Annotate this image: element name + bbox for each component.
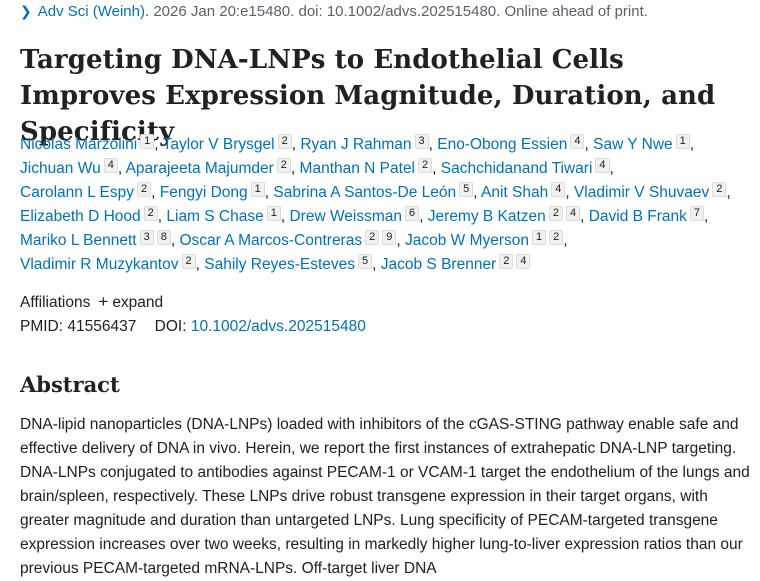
author-name-link[interactable]: Carolann L Espy <box>20 184 135 201</box>
author-name-link[interactable]: Vladimir V Shuvaev <box>573 184 710 201</box>
affiliation-number[interactable]: 2 <box>276 158 291 173</box>
author-item: Aparajeeta Majumder 2, <box>125 158 296 177</box>
pmid-value: 41556437 <box>67 318 137 335</box>
author-item: Saw Y Nwe 1, <box>593 134 695 153</box>
author-name-link[interactable]: Saw Y Nwe <box>593 136 673 153</box>
author-item: Mariko L Bennett 3 8, <box>20 230 176 249</box>
author-name-link[interactable]: Taylor V Brysgel <box>162 136 275 153</box>
affiliation-number[interactable]: 2 <box>549 230 564 245</box>
affiliation-number[interactable]: 3 <box>139 230 154 245</box>
pmid-label: PMID: <box>20 318 64 335</box>
affiliation-number[interactable]: 2 <box>499 254 514 269</box>
affiliation-number[interactable]: 7 <box>689 206 705 221</box>
author-item: Vladimir R Muzykantov 2, <box>20 254 200 273</box>
author-list: Nicolas Marzolini 1, Taylor V Brysgel 2, R… <box>20 133 750 277</box>
identifiers-row: PMID: 41556437 DOI: 10.1002/advs.2025154… <box>20 318 366 336</box>
author-name-link[interactable]: Nicolas Marzolini <box>20 136 138 153</box>
author-name-link[interactable]: Vladimir R Muzykantov <box>20 256 179 273</box>
affiliation-number[interactable]: 6 <box>405 206 420 221</box>
affiliation-number[interactable]: 2 <box>712 182 727 197</box>
author-item: Sahily Reyes-Esteves 5, <box>204 254 377 273</box>
affiliation-number[interactable]: 8 <box>156 230 171 245</box>
author-name-link[interactable]: Aparajeeta Majumder <box>125 160 274 177</box>
author-item: Liam S Chase 1, <box>166 206 286 225</box>
author-name-link[interactable]: Mariko L Bennett <box>20 232 137 249</box>
author-name-link[interactable]: Sahily Reyes-Esteves <box>204 256 356 273</box>
affiliation-number[interactable]: 1 <box>266 206 281 221</box>
abstract-heading: Abstract <box>20 372 120 397</box>
author-item: Taylor V Brysgel 2, <box>162 134 297 153</box>
doi-label: DOI: <box>154 318 187 335</box>
affiliation-number[interactable]: 4 <box>595 158 610 173</box>
author-item: Sabrina A Santos-De León 5, <box>273 182 478 201</box>
author-item: Drew Weissman 6, <box>289 206 424 225</box>
author-name-link[interactable]: Sabrina A Santos-De León <box>273 184 457 201</box>
author-name-link[interactable]: Manthan N Patel <box>299 160 416 177</box>
citation-details: 2026 Jan 20:e15480. doi: 10.1002/advs.20… <box>153 3 648 20</box>
affiliation-number[interactable]: 4 <box>565 206 581 221</box>
affiliation-number[interactable]: 4 <box>103 158 118 173</box>
author-name-link[interactable]: Oscar A Marcos-Contreras <box>179 232 363 249</box>
abstract-text: DNA-lipid nanoparticles (DNA-LNPs) loade… <box>20 416 750 577</box>
author-item: Jacob S Brenner 2 4 <box>380 254 531 273</box>
author-name-link[interactable]: Jacob S Brenner <box>380 256 497 273</box>
affiliation-number[interactable]: 1 <box>140 134 155 149</box>
affiliation-number[interactable]: 2 <box>143 206 158 221</box>
author-item: Elizabeth D Hood 2, <box>20 206 163 225</box>
author-name-link[interactable]: Eno-Obong Essien <box>437 136 568 153</box>
expand-affiliations-button[interactable]: expand <box>112 294 164 311</box>
author-item: Nicolas Marzolini 1, <box>20 134 159 153</box>
affiliation-number[interactable]: 2 <box>277 134 292 149</box>
author-name-link[interactable]: Drew Weissman <box>289 208 403 225</box>
affiliation-number[interactable]: 4 <box>551 182 566 197</box>
author-name-link[interactable]: Ryan J Rahman <box>300 136 412 153</box>
author-item: Jichuan Wu 4, <box>20 158 123 177</box>
affiliation-number[interactable]: 1 <box>675 134 690 149</box>
author-item: Oscar A Marcos-Contreras 2 9, <box>179 230 401 249</box>
journal-link[interactable]: Adv Sci (Weinh). <box>37 3 150 20</box>
author-name-link[interactable]: Jacob W Myerson <box>404 232 530 249</box>
affiliation-number[interactable]: 5 <box>358 254 373 269</box>
author-item: Manthan N Patel 2, <box>299 158 437 177</box>
affiliation-number[interactable]: 1 <box>250 182 265 197</box>
author-name-link[interactable]: Jichuan Wu <box>20 160 101 177</box>
author-name-link[interactable]: Anit Shah <box>481 184 549 201</box>
affiliation-number[interactable]: 2 <box>418 158 433 173</box>
author-item: David B Frank 7, <box>588 206 709 225</box>
affiliation-number[interactable]: 2 <box>137 182 152 197</box>
doi-link[interactable]: 10.1002/advs.202515480 <box>190 318 366 335</box>
author-name-link[interactable]: Sachchidanand Tiwari <box>440 160 593 177</box>
author-name-link[interactable]: Jeremy B Katzen <box>427 208 546 225</box>
affiliation-number[interactable]: 4 <box>570 134 585 149</box>
affiliation-number[interactable]: 1 <box>532 230 547 245</box>
article-title: Targeting DNA-LNPs to Endothelial Cells … <box>20 45 716 147</box>
citation-line: ❯ Adv Sci (Weinh). 2026 Jan 20:e15480. do… <box>20 3 648 20</box>
author-name-link[interactable]: Elizabeth D Hood <box>20 208 141 225</box>
chevron-right-icon[interactable]: ❯ <box>20 3 32 19</box>
author-item: Jeremy B Katzen 2 4, <box>427 206 585 225</box>
affiliation-number[interactable]: 5 <box>459 182 474 197</box>
author-name-link[interactable]: David B Frank <box>588 208 687 225</box>
author-item: Anit Shah 4, <box>481 182 570 201</box>
affiliation-number[interactable]: 2 <box>181 254 196 269</box>
author-item: Ryan J Rahman 3, <box>300 134 433 153</box>
author-item: Carolann L Espy 2, <box>20 182 156 201</box>
author-item: Sachchidanand Tiwari 4, <box>440 158 614 177</box>
author-item: Vladimir V Shuvaev 2, <box>573 182 731 201</box>
author-name-link[interactable]: Liam S Chase <box>166 208 264 225</box>
author-item: Jacob W Myerson 1 2, <box>404 230 568 249</box>
affiliation-number[interactable]: 2 <box>548 206 563 221</box>
author-item: Fengyi Dong 1, <box>159 182 270 201</box>
plus-icon[interactable]: + <box>98 292 109 311</box>
affiliation-number[interactable]: 3 <box>414 134 429 149</box>
author-name-link[interactable]: Fengyi Dong <box>159 184 248 201</box>
affiliation-number[interactable]: 4 <box>516 254 531 269</box>
affiliations-label: Affiliations <box>20 294 91 311</box>
affiliations-row: Affiliations + expand <box>20 292 163 312</box>
affiliation-number[interactable]: 9 <box>382 230 397 245</box>
affiliation-number[interactable]: 2 <box>365 230 380 245</box>
author-item: Eno-Obong Essien 4, <box>437 134 589 153</box>
